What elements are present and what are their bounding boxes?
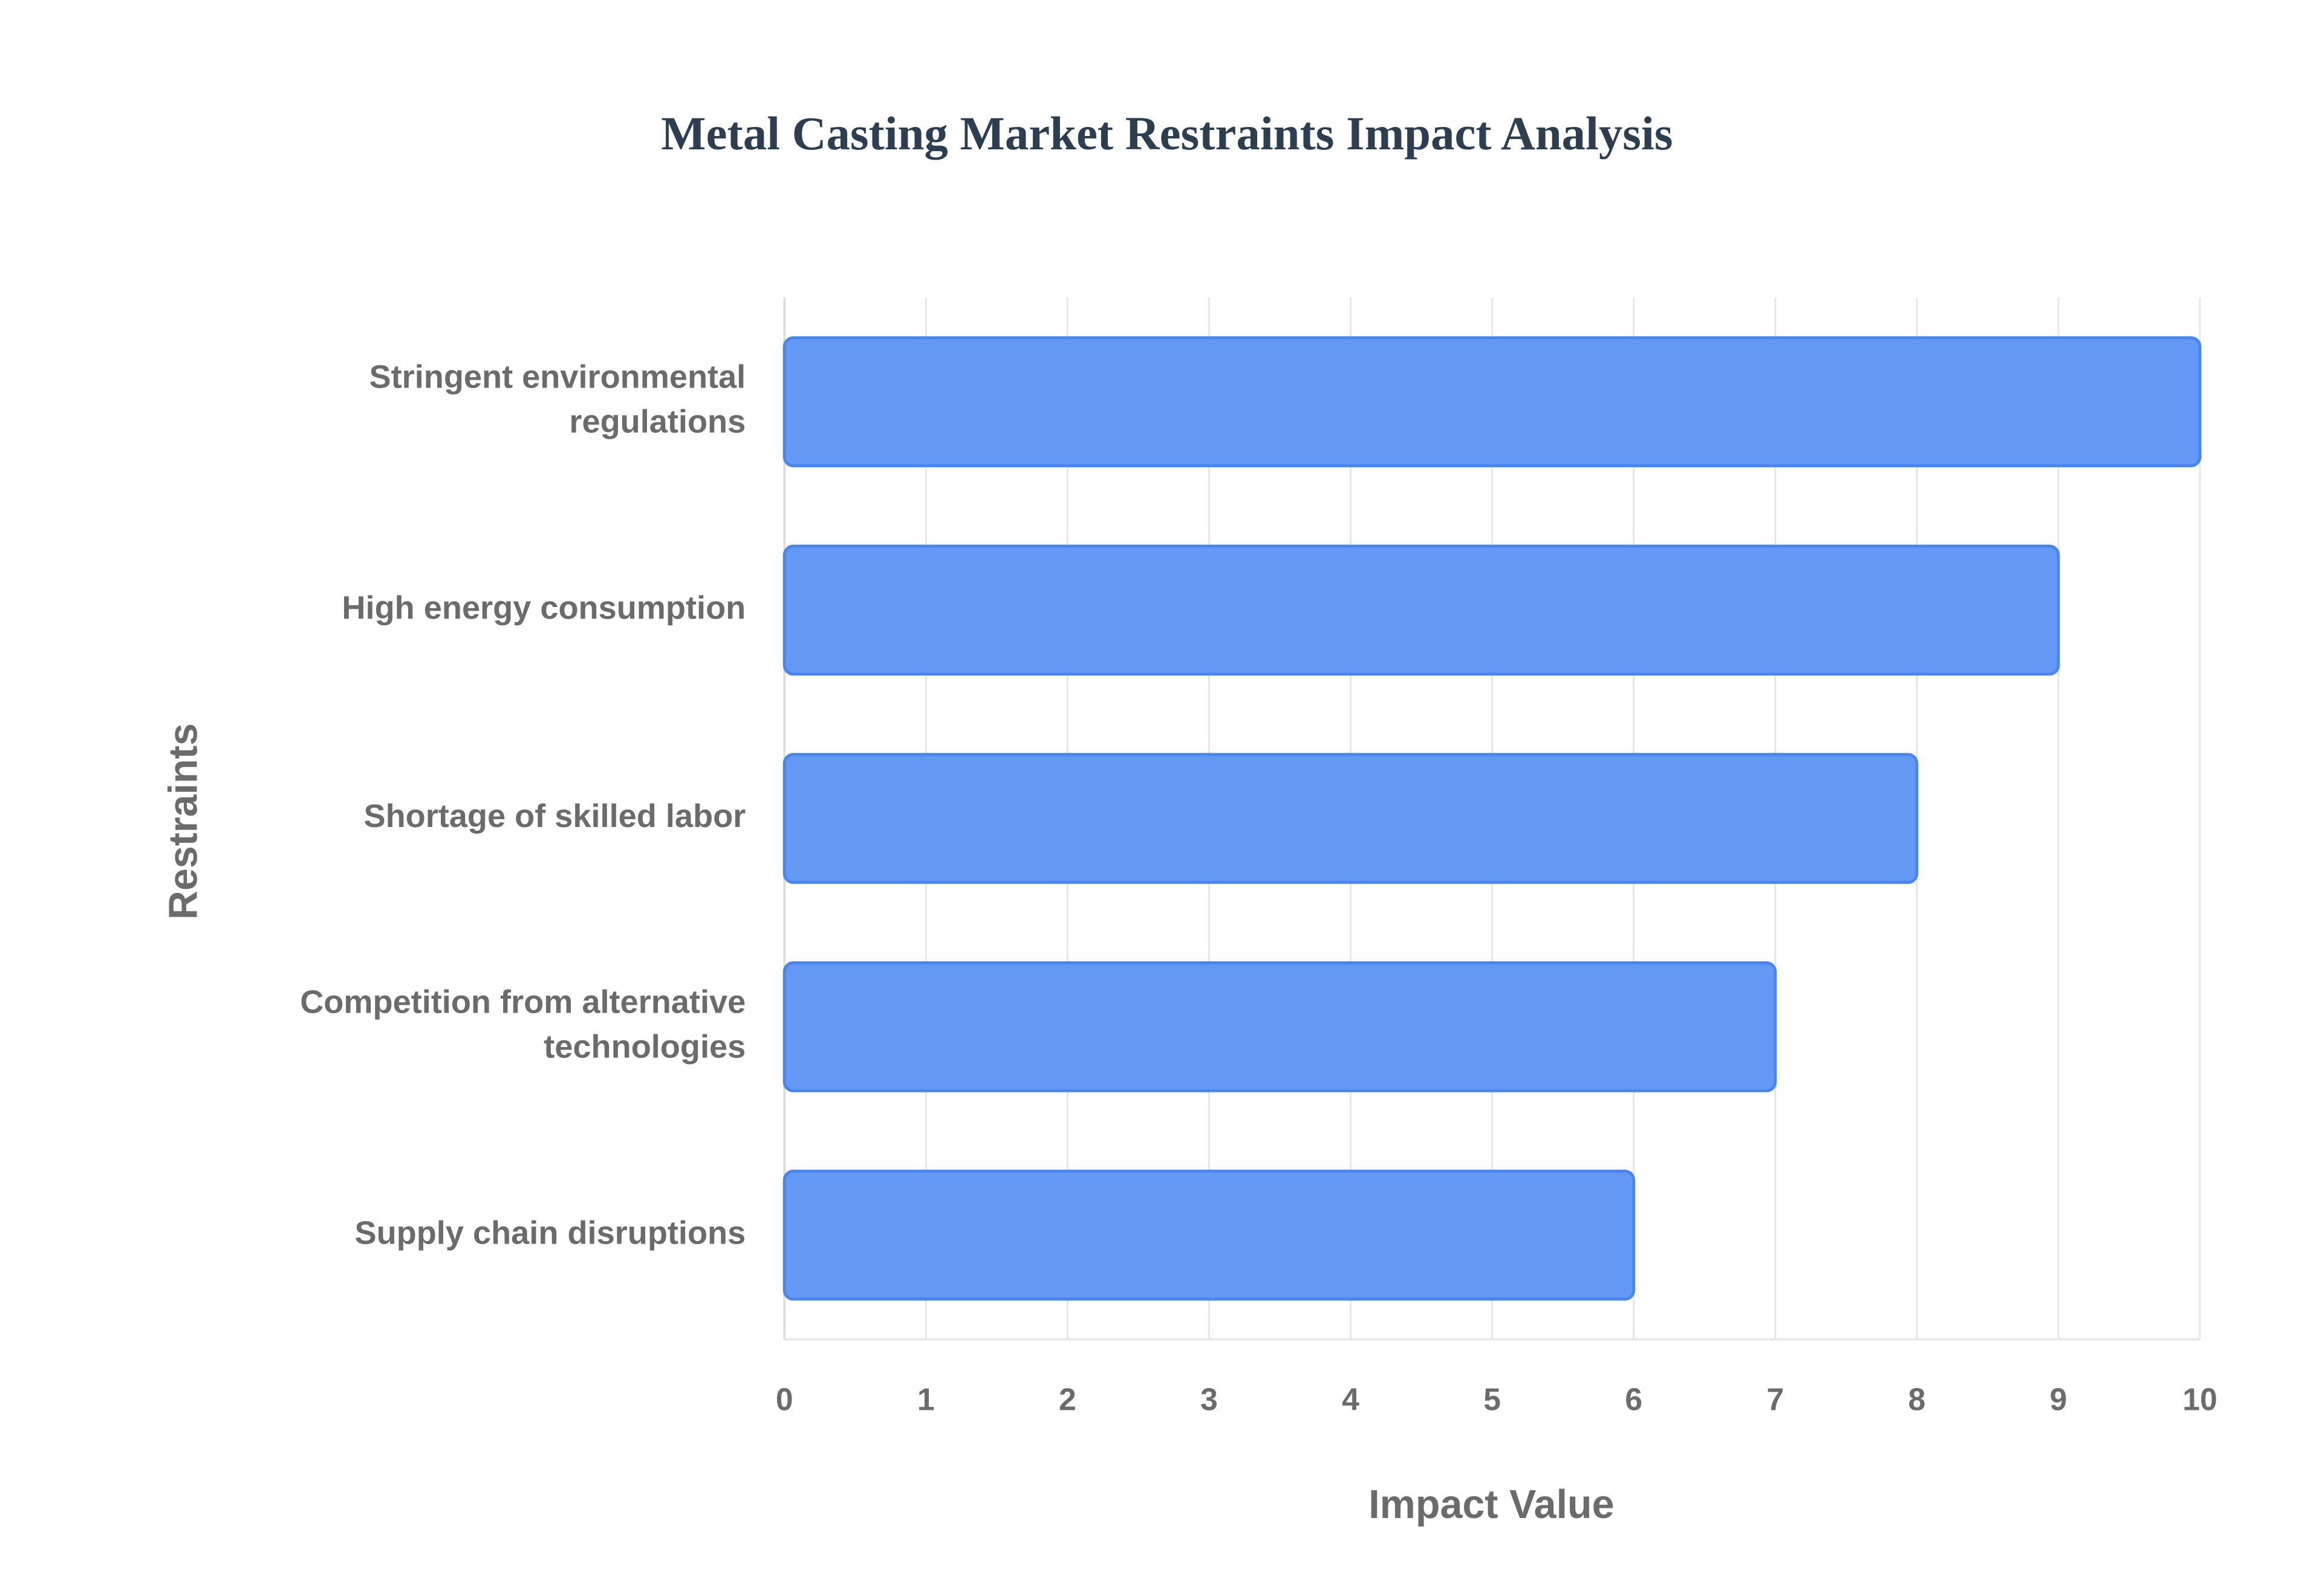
y-tick-label: Stringent environmental regulations — [369, 359, 746, 440]
x-tick-label: 4 — [1342, 1381, 1359, 1416]
bar — [782, 1169, 1636, 1301]
x-axis-title: Impact Value — [1368, 1482, 1614, 1527]
x-tick-label: 9 — [2050, 1381, 2067, 1416]
y-tick-label: Shortage of skilled labor — [363, 798, 746, 834]
bar — [782, 544, 2060, 676]
x-tick-label: 10 — [2182, 1381, 2217, 1416]
bar — [782, 961, 1777, 1092]
x-tick-label: 7 — [1767, 1381, 1784, 1416]
bar — [782, 753, 1919, 884]
y-tick-label: Competition from alternative technologies — [300, 984, 746, 1065]
x-tick-label: 8 — [1908, 1381, 1926, 1416]
y-axis-title: Restraints — [161, 723, 206, 920]
x-tick-label: 5 — [1483, 1381, 1501, 1416]
y-tick-label: High energy consumption — [342, 590, 746, 626]
x-tick-label: 6 — [1625, 1381, 1642, 1416]
x-tick-label: 2 — [1059, 1381, 1076, 1416]
x-tick-label: 0 — [776, 1381, 793, 1416]
x-tick-label: 3 — [1200, 1381, 1218, 1416]
y-tick-label: Supply chain disruptions — [354, 1215, 746, 1251]
bar — [782, 336, 2202, 467]
chart-title: Metal Casting Market Restraints Impact A… — [661, 108, 1673, 160]
x-tick-label: 1 — [917, 1381, 935, 1416]
